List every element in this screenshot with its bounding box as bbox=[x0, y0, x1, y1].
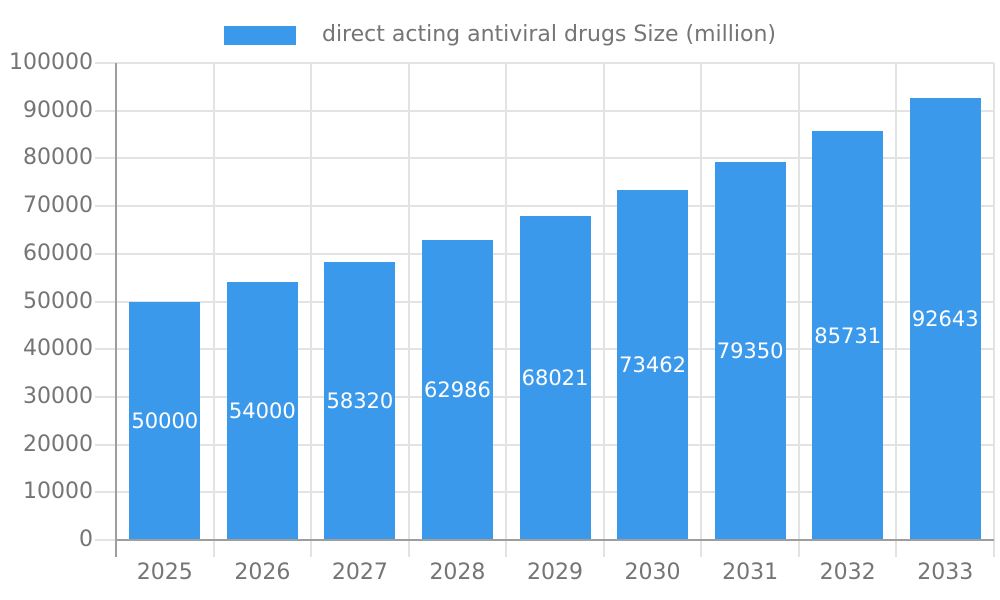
legend-swatch[interactable] bbox=[223, 25, 296, 45]
chart-legend[interactable]: direct acting antiviral drugs Size (mill… bbox=[0, 22, 1000, 48]
bar-value-label: 79350 bbox=[716, 338, 784, 363]
bar-value-label: 50000 bbox=[131, 408, 199, 433]
bar-value-label: 85731 bbox=[814, 323, 882, 348]
bar-2028[interactable] bbox=[421, 239, 493, 539]
x-axis-label: 2028 bbox=[429, 560, 486, 585]
x-gridline bbox=[212, 63, 215, 557]
y-gridline bbox=[95, 62, 994, 64]
y-axis-label: 100000 bbox=[9, 50, 93, 75]
y-gridline bbox=[95, 205, 994, 208]
y-gridline bbox=[95, 157, 994, 160]
x-axis-line bbox=[116, 539, 994, 541]
bar-2032[interactable] bbox=[812, 131, 884, 539]
bar-2031[interactable] bbox=[714, 161, 786, 539]
x-gridline bbox=[797, 63, 800, 557]
bar-2033[interactable] bbox=[909, 98, 981, 539]
bar-value-label: 62986 bbox=[424, 377, 491, 402]
x-gridline bbox=[602, 63, 605, 557]
y-axis-label: 20000 bbox=[23, 431, 93, 457]
y-gridline bbox=[95, 109, 994, 112]
x-axis-label: 2033 bbox=[917, 560, 974, 585]
legend-label: direct acting antiviral drugs Size (mill… bbox=[321, 22, 776, 47]
y-axis-label: 90000 bbox=[23, 97, 93, 123]
x-gridline bbox=[895, 63, 898, 557]
x-axis-label: 2026 bbox=[234, 560, 291, 585]
x-gridline bbox=[505, 63, 508, 557]
y-axis-label: 0 bbox=[79, 527, 93, 552]
x-gridline bbox=[993, 63, 995, 557]
x-gridline bbox=[700, 63, 703, 557]
x-axis-label: 2031 bbox=[722, 560, 779, 585]
y-axis-label: 70000 bbox=[23, 193, 93, 219]
y-axis-label: 80000 bbox=[23, 145, 93, 171]
y-axis-line bbox=[115, 63, 117, 557]
bar-2029[interactable] bbox=[519, 215, 591, 539]
bar-2027[interactable] bbox=[324, 261, 396, 539]
x-axis-label: 2032 bbox=[819, 560, 876, 585]
bar-value-label: 73462 bbox=[619, 352, 686, 377]
bar-value-label: 58320 bbox=[326, 388, 394, 413]
x-axis-label: 2030 bbox=[624, 560, 681, 585]
y-axis-label: 50000 bbox=[23, 288, 93, 314]
y-axis-label: 60000 bbox=[23, 240, 93, 266]
x-gridline bbox=[407, 63, 410, 557]
y-axis-label: 30000 bbox=[23, 383, 93, 409]
bar-2026[interactable] bbox=[226, 282, 298, 539]
y-axis-label: 40000 bbox=[23, 336, 93, 362]
bar-value-label: 92643 bbox=[911, 307, 979, 332]
x-gridline bbox=[310, 63, 313, 557]
bar-2025[interactable] bbox=[129, 301, 201, 539]
x-axis-label: 2025 bbox=[136, 560, 193, 585]
bar-value-label: 54000 bbox=[228, 399, 296, 424]
y-axis-label: 10000 bbox=[23, 479, 93, 505]
bar-2030[interactable] bbox=[617, 189, 689, 539]
x-axis-label: 2029 bbox=[527, 560, 583, 585]
x-axis-label: 2027 bbox=[331, 560, 388, 585]
bar-value-label: 68021 bbox=[521, 365, 589, 390]
